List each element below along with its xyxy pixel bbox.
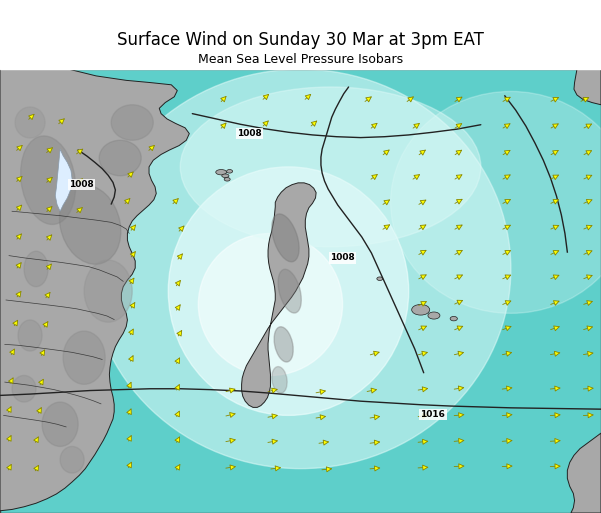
Polygon shape [55, 149, 72, 211]
Ellipse shape [60, 446, 84, 473]
Text: Surface Wind on Sunday 30 Mar at 3pm EAT: Surface Wind on Sunday 30 Mar at 3pm EAT [117, 31, 484, 49]
Ellipse shape [18, 320, 42, 351]
Ellipse shape [63, 331, 105, 384]
Ellipse shape [274, 327, 293, 362]
Ellipse shape [272, 214, 299, 262]
Polygon shape [0, 69, 189, 511]
Ellipse shape [59, 185, 121, 264]
Ellipse shape [198, 233, 343, 376]
Ellipse shape [168, 167, 409, 416]
Ellipse shape [12, 376, 36, 402]
Ellipse shape [450, 317, 457, 321]
Text: 1008: 1008 [69, 180, 94, 189]
Ellipse shape [224, 177, 230, 181]
Ellipse shape [222, 174, 229, 177]
Ellipse shape [227, 169, 233, 173]
Ellipse shape [428, 312, 440, 319]
Ellipse shape [412, 304, 430, 315]
Ellipse shape [111, 105, 153, 140]
Polygon shape [574, 69, 601, 105]
Ellipse shape [90, 69, 511, 469]
Text: 1008: 1008 [330, 253, 355, 262]
Polygon shape [242, 183, 316, 407]
Polygon shape [567, 433, 601, 513]
Text: Mean Sea Level Pressure Isobars: Mean Sea Level Pressure Isobars [198, 53, 403, 66]
Ellipse shape [24, 251, 48, 287]
Ellipse shape [391, 91, 601, 313]
Ellipse shape [42, 402, 78, 446]
Ellipse shape [272, 367, 287, 393]
Bar [0, 16, 601, 69]
Ellipse shape [180, 87, 481, 247]
Text: 1016: 1016 [420, 410, 445, 419]
Text: 1008: 1008 [237, 129, 262, 138]
Ellipse shape [15, 107, 45, 138]
Ellipse shape [377, 277, 383, 281]
Ellipse shape [99, 140, 141, 176]
Ellipse shape [216, 169, 227, 175]
Ellipse shape [278, 269, 301, 313]
Ellipse shape [84, 260, 132, 322]
Ellipse shape [20, 136, 76, 224]
